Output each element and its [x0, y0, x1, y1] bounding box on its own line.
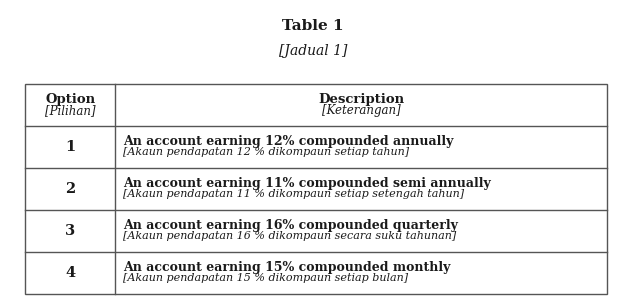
Text: An account earning 15% compounded monthly: An account earning 15% compounded monthl…	[123, 261, 451, 274]
Text: 1: 1	[65, 140, 75, 154]
Text: [Akaun pendapatan 11 % dikompaun setiap setengah tahun]: [Akaun pendapatan 11 % dikompaun setiap …	[123, 190, 464, 200]
Bar	[25, 84, 607, 294]
Text: Table 1: Table 1	[282, 20, 344, 34]
Text: An account earning 11% compounded semi annually: An account earning 11% compounded semi a…	[123, 177, 491, 190]
Text: [Jadual 1]: [Jadual 1]	[279, 44, 347, 58]
Text: An account earning 16% compounded quarterly: An account earning 16% compounded quarte…	[123, 219, 458, 232]
Text: An account earning 12% compounded annually: An account earning 12% compounded annual…	[123, 135, 454, 148]
Text: 3: 3	[65, 224, 75, 238]
Text: Option: Option	[45, 93, 95, 106]
Text: Description: Description	[318, 93, 404, 106]
Text: [Akaun pendapatan 16 % dikompaun secara suku tahunan]: [Akaun pendapatan 16 % dikompaun secara …	[123, 232, 456, 242]
Text: 4: 4	[65, 266, 75, 280]
Text: 2: 2	[65, 182, 75, 196]
Text: [Akaun pendapatan 15 % dikompaun setiap bulan]: [Akaun pendapatan 15 % dikompaun setiap …	[123, 274, 409, 284]
Text: [Pilihan]: [Pilihan]	[45, 104, 96, 117]
Text: [Keterangan]: [Keterangan]	[322, 104, 401, 117]
Text: [Akaun pendapatan 12 % dikompaun setiap tahun]: [Akaun pendapatan 12 % dikompaun setiap …	[123, 148, 409, 158]
